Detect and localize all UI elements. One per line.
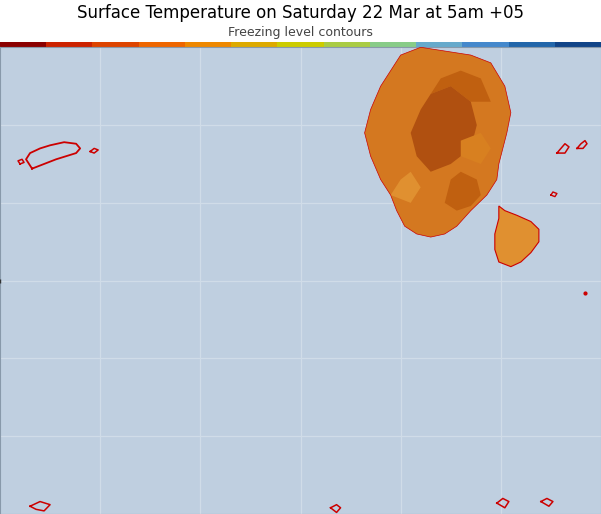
Bar xyxy=(278,42,323,47)
Bar xyxy=(46,42,93,47)
Text: Surface Temperature on Saturday 22 Mar at 5am +05: Surface Temperature on Saturday 22 Mar a… xyxy=(77,5,524,23)
Polygon shape xyxy=(391,172,421,203)
Bar xyxy=(139,42,185,47)
Bar xyxy=(93,42,139,47)
Bar xyxy=(231,42,278,47)
Bar xyxy=(323,42,370,47)
Polygon shape xyxy=(495,206,539,267)
Polygon shape xyxy=(365,47,511,237)
Text: Freezing level contours: Freezing level contours xyxy=(228,26,373,40)
Bar xyxy=(185,42,231,47)
Bar xyxy=(370,42,416,47)
Polygon shape xyxy=(461,133,491,164)
Polygon shape xyxy=(445,172,481,211)
Polygon shape xyxy=(410,86,477,172)
Bar xyxy=(0,42,46,47)
Bar xyxy=(462,42,508,47)
Polygon shape xyxy=(431,70,491,102)
Bar xyxy=(555,42,601,47)
Bar xyxy=(508,42,555,47)
Bar xyxy=(416,42,462,47)
